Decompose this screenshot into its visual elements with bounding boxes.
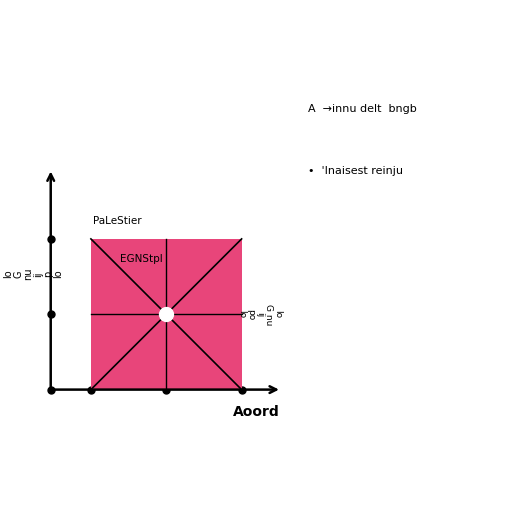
Text: Plagnlarngleory adrgane: Plagnlarngleory adrgane bbox=[61, 17, 451, 45]
Text: A  →innu delt  bngb: A →innu delt bngb bbox=[308, 103, 416, 114]
Text: lo
G nu
ij
po
lo: lo G nu ij po lo bbox=[237, 304, 282, 325]
Text: •  'Inaisest reinju: • 'Inaisest reinju bbox=[308, 166, 403, 177]
Text: EGNStpI: EGNStpI bbox=[120, 254, 162, 264]
Text: PaLeStier: PaLeStier bbox=[93, 217, 142, 226]
Polygon shape bbox=[91, 239, 242, 390]
Text: lo
G
nu
ij
p
lo: lo G nu ij p lo bbox=[3, 268, 63, 280]
Text: Aoord: Aoord bbox=[233, 404, 280, 419]
